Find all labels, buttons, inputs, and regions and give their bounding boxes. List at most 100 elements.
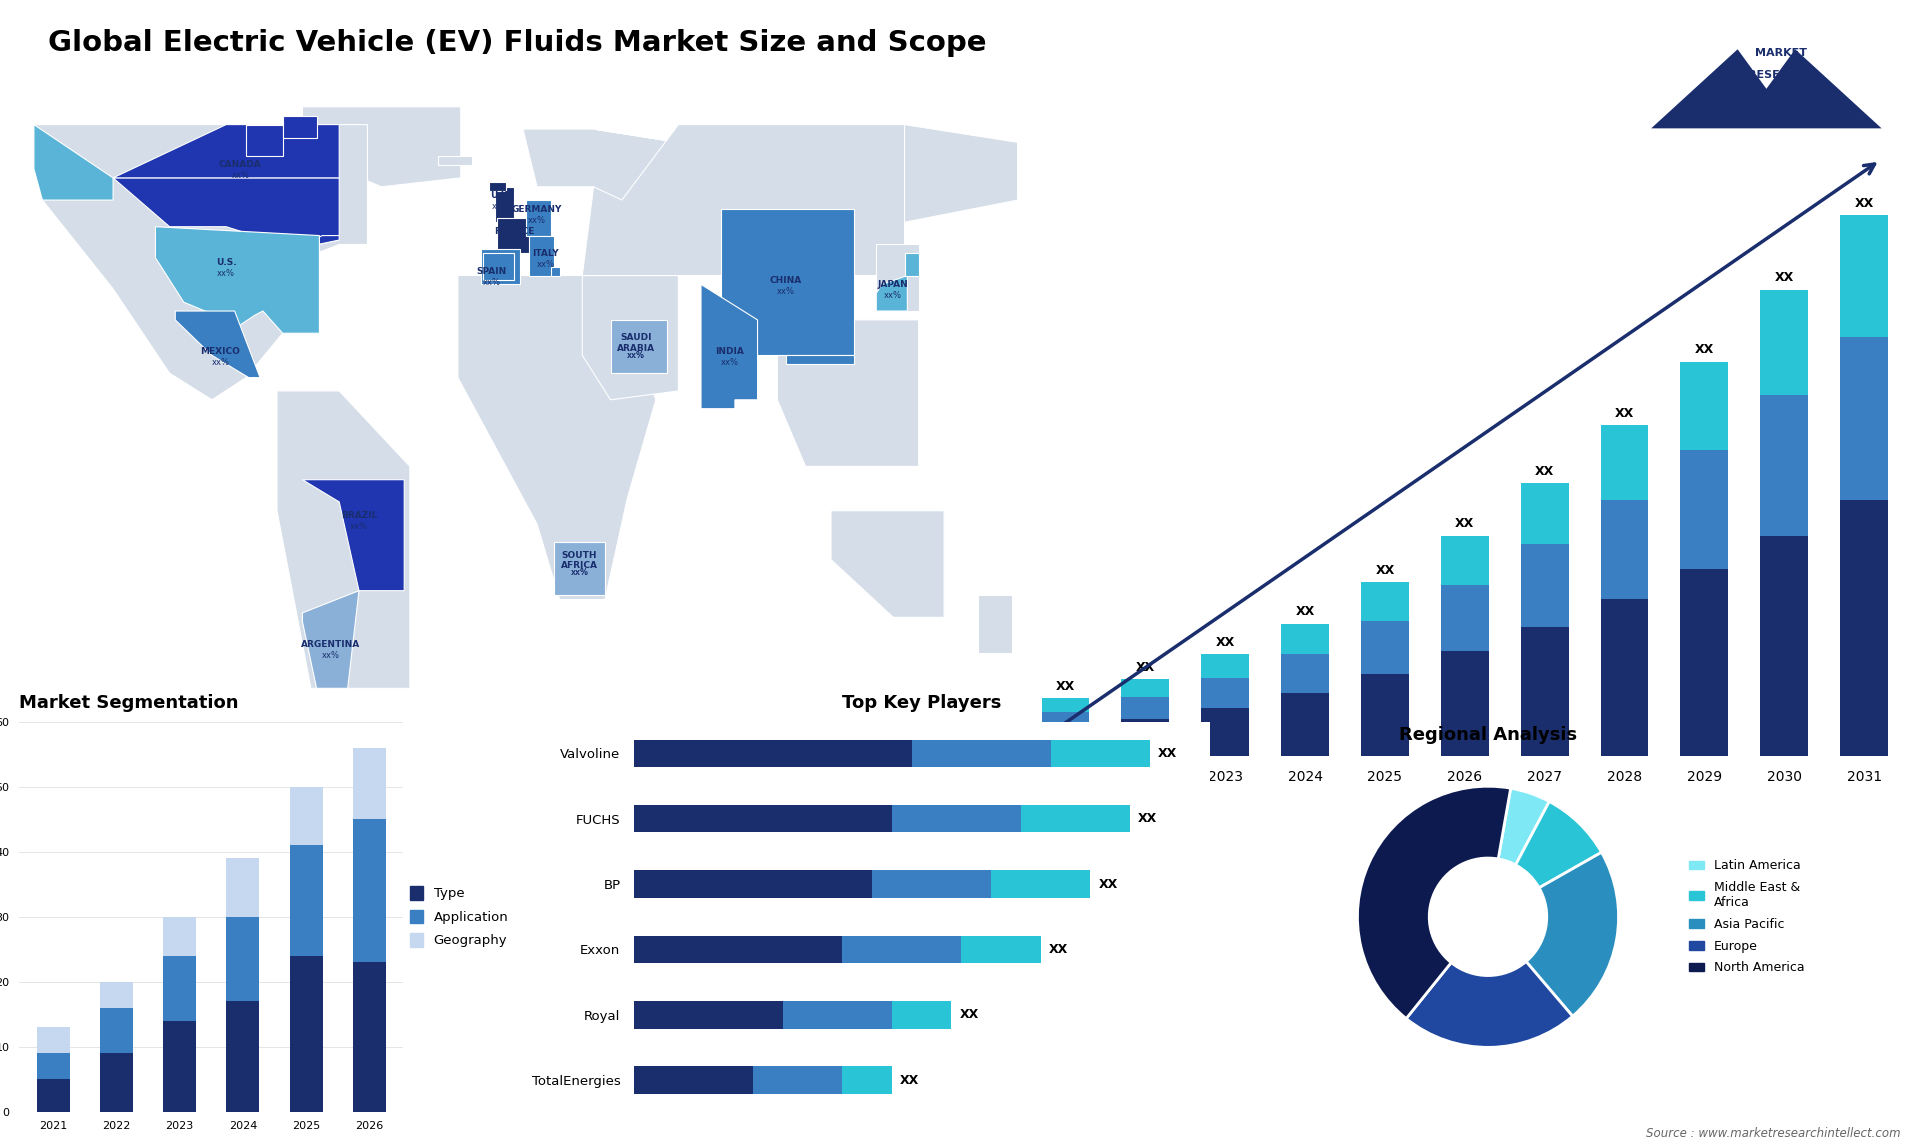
Bar <box>1121 697 1169 719</box>
Bar <box>634 1067 753 1094</box>
Text: xx%: xx% <box>570 568 588 578</box>
Bar <box>1021 804 1131 832</box>
Polygon shape <box>156 227 319 333</box>
Text: ARGENTINA: ARGENTINA <box>301 639 361 649</box>
Text: XX: XX <box>1536 464 1555 478</box>
Legend: Type, Application, Geography: Type, Application, Geography <box>409 886 509 948</box>
Polygon shape <box>582 275 678 400</box>
Text: BRAZIL: BRAZIL <box>340 511 376 520</box>
Text: XX: XX <box>1375 564 1394 576</box>
Polygon shape <box>701 284 758 409</box>
Polygon shape <box>1651 49 1882 128</box>
Bar <box>36 1053 69 1080</box>
Text: JAPAN: JAPAN <box>877 280 908 289</box>
Text: CHINA: CHINA <box>770 275 803 284</box>
Polygon shape <box>593 125 1018 222</box>
Bar <box>1361 582 1409 621</box>
Polygon shape <box>490 182 507 191</box>
Text: Source : www.marketresearchintellect.com: Source : www.marketresearchintellect.com <box>1645 1128 1901 1140</box>
Bar <box>1440 651 1488 756</box>
Bar <box>872 871 991 897</box>
Bar <box>1202 654 1250 677</box>
Polygon shape <box>35 125 113 201</box>
Polygon shape <box>876 244 918 311</box>
Bar <box>227 858 259 917</box>
Bar <box>100 982 132 1007</box>
Polygon shape <box>35 125 367 400</box>
Bar <box>1839 500 1887 756</box>
Bar <box>634 871 872 897</box>
Bar <box>163 1021 196 1112</box>
Bar <box>1050 739 1150 767</box>
Text: U.K.: U.K. <box>490 191 511 201</box>
Wedge shape <box>1515 801 1601 888</box>
Bar <box>36 1027 69 1053</box>
Polygon shape <box>526 201 551 236</box>
Bar <box>1361 674 1409 756</box>
Bar <box>753 1067 843 1094</box>
Polygon shape <box>555 542 605 595</box>
Polygon shape <box>175 311 259 378</box>
Bar <box>843 936 962 963</box>
Text: xx%: xx% <box>230 171 250 180</box>
Legend: Latin America, Middle East &
Africa, Asia Pacific, Europe, North America: Latin America, Middle East & Africa, Asi… <box>1684 854 1809 980</box>
Text: xx%: xx% <box>570 568 588 578</box>
Text: ITALY: ITALY <box>532 249 559 258</box>
Bar <box>1281 623 1329 654</box>
Text: XX: XX <box>1296 605 1315 619</box>
Bar <box>783 1002 891 1029</box>
Text: xx%: xx% <box>492 203 509 211</box>
Text: xx%: xx% <box>528 215 545 225</box>
Bar <box>1839 337 1887 500</box>
Text: XX: XX <box>1695 343 1715 356</box>
Text: CANADA: CANADA <box>219 160 261 170</box>
Bar <box>1680 568 1728 756</box>
Bar <box>891 1002 952 1029</box>
Bar <box>962 936 1041 963</box>
Polygon shape <box>282 116 317 138</box>
Bar <box>1202 708 1250 756</box>
Title: Top Key Players: Top Key Players <box>841 694 1002 712</box>
Polygon shape <box>282 236 340 253</box>
Text: RESEARCH: RESEARCH <box>1747 70 1814 80</box>
Bar <box>634 804 891 832</box>
Bar <box>1761 395 1809 535</box>
Bar <box>1202 677 1250 708</box>
Text: GERMANY: GERMANY <box>513 204 563 213</box>
Bar <box>1761 290 1809 395</box>
Text: XX: XX <box>1615 407 1634 419</box>
Polygon shape <box>113 178 340 258</box>
Wedge shape <box>1498 788 1549 865</box>
Bar <box>1281 654 1329 693</box>
Bar <box>634 936 843 963</box>
Polygon shape <box>246 125 282 156</box>
Text: FRANCE: FRANCE <box>493 227 534 236</box>
Text: Market Segmentation: Market Segmentation <box>19 694 238 712</box>
Bar <box>1041 712 1089 729</box>
Bar <box>1121 680 1169 697</box>
Text: U.S.: U.S. <box>215 258 236 267</box>
Polygon shape <box>113 125 340 178</box>
Bar <box>353 963 386 1112</box>
Text: xx%: xx% <box>323 651 340 660</box>
Polygon shape <box>303 480 405 590</box>
Bar <box>163 917 196 956</box>
Bar <box>634 739 912 767</box>
Polygon shape <box>831 511 945 618</box>
Text: SOUTH
AFRICA: SOUTH AFRICA <box>561 551 597 570</box>
Text: xx%: xx% <box>217 269 234 277</box>
Bar <box>227 917 259 1002</box>
Text: XX: XX <box>1056 680 1075 693</box>
Text: xx%: xx% <box>778 286 795 296</box>
Bar <box>1680 450 1728 568</box>
Bar <box>1601 425 1649 500</box>
Text: SAUDI
ARABIA: SAUDI ARABIA <box>616 333 655 353</box>
Polygon shape <box>977 595 1012 653</box>
Bar <box>991 871 1091 897</box>
Text: INTELLECT: INTELLECT <box>1747 93 1814 103</box>
Bar <box>634 1002 783 1029</box>
Text: xx%: xx% <box>628 351 645 360</box>
Bar <box>1761 535 1809 756</box>
Text: XX: XX <box>1048 943 1068 956</box>
Text: XX: XX <box>1774 272 1793 284</box>
